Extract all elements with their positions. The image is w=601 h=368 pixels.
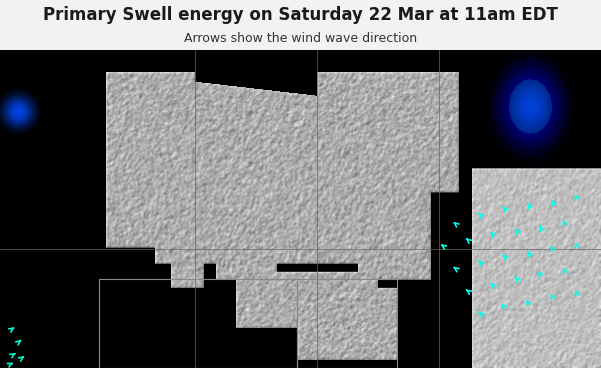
Bar	[297, 279, 397, 368]
Text: Arrows show the wind wave direction: Arrows show the wind wave direction	[184, 32, 417, 45]
Text: Primary Swell energy on Saturday 22 Mar at 11am EDT: Primary Swell energy on Saturday 22 Mar …	[43, 6, 558, 24]
Bar	[99, 279, 297, 368]
